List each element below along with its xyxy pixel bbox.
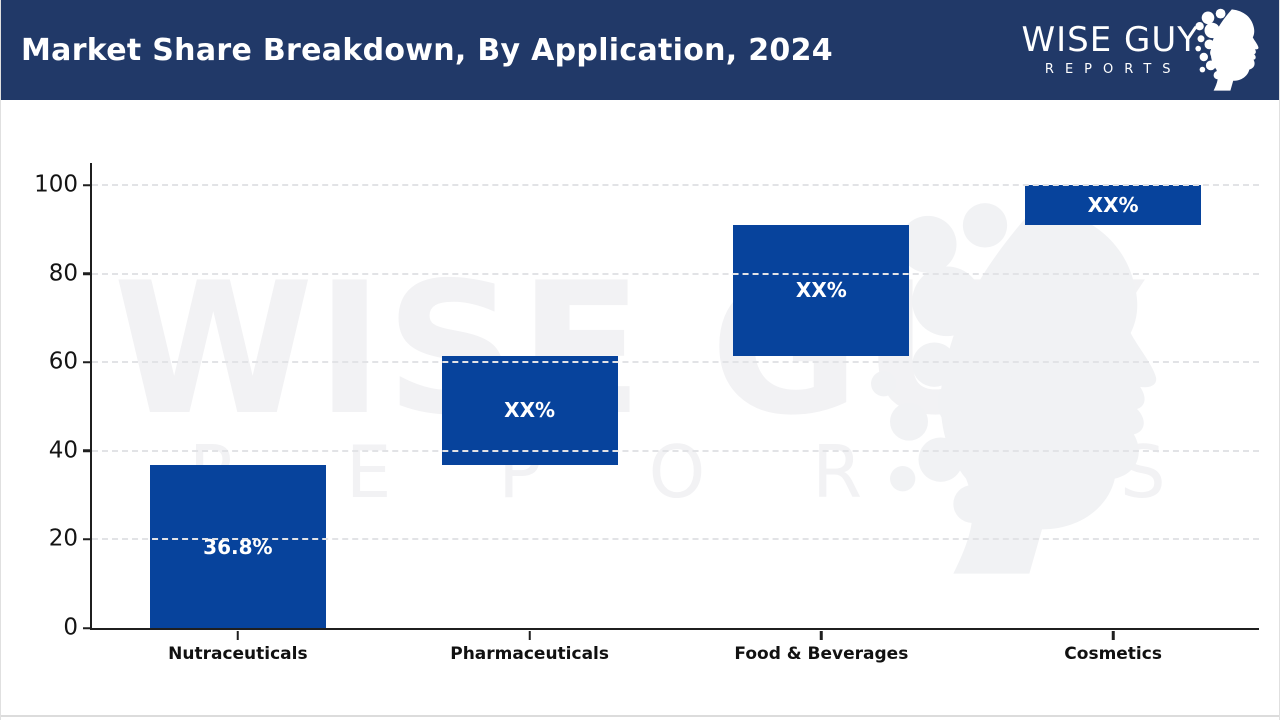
bar-nutraceuticals: 36.8% (149, 465, 326, 628)
x-axis-tick (1111, 630, 1115, 640)
y-axis-tick (83, 449, 92, 453)
gridline (92, 449, 1259, 452)
plot-area: 0 20 40 60 80 100 36.8% Nutraceuticals XX% Pharma… (34, 163, 1259, 664)
x-axis-category-label: Food & Beverages (734, 644, 909, 664)
y-axis-tick (83, 272, 92, 275)
head-silhouette-icon (1195, 8, 1259, 91)
bar-food-beverages: XX% (733, 224, 910, 356)
watermark-head-icon (871, 203, 1157, 574)
chart-title: Market Share Breakdown, By Application, … (21, 32, 833, 68)
x-axis-tick (236, 630, 240, 640)
x-axis-tick (820, 630, 823, 640)
y-axis-tick-label: 100 (34, 171, 78, 198)
x-axis-category-label: Nutraceuticals (168, 644, 308, 664)
y-axis-tick (83, 538, 92, 541)
logo-wordmark: WISE GUY REPORTS (1021, 23, 1199, 77)
bottom-divider (1, 715, 1279, 717)
y-axis-tick-label: 0 (63, 614, 78, 641)
gridline (92, 272, 1259, 275)
bar-value-label: XX% (504, 398, 556, 423)
bar-pharmaceuticals: XX% (441, 355, 618, 466)
y-axis-tick (83, 183, 92, 187)
bar-value-label: XX% (795, 278, 847, 303)
bar-value-label: XX% (1087, 192, 1139, 217)
y-axis-tick (83, 361, 92, 364)
logo-wordmark-line2: REPORTS (1044, 62, 1182, 77)
y-axis-tick-label: 60 (48, 348, 78, 375)
y-axis-tick (83, 626, 92, 630)
wise-guy-logo: WISE GUY REPORTS (1021, 8, 1265, 92)
gridline (92, 184, 1259, 187)
logo-wordmark-line1: WISE GUY (1021, 20, 1199, 60)
y-axis-tick-label: 20 (48, 525, 78, 552)
bar-cosmetics: XX% (1025, 185, 1202, 225)
x-axis-category-label: Cosmetics (1064, 644, 1162, 664)
y-axis-tick-label: 80 (48, 260, 78, 287)
header-banner: Market Share Breakdown, By Application, … (1, 0, 1279, 100)
x-axis-category-label: Pharmaceuticals (450, 644, 610, 664)
gridline (92, 361, 1259, 364)
gridline (92, 538, 1259, 541)
y-axis-tick-label: 40 (48, 437, 78, 464)
x-axis-tick (528, 630, 531, 640)
